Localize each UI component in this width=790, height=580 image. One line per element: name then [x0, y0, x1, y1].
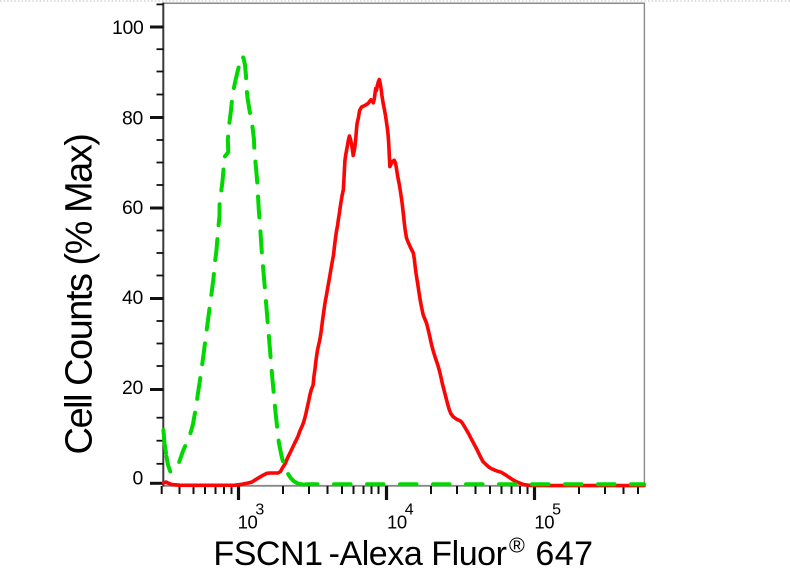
svg-text:Cell Counts (% Max): Cell Counts (% Max) [59, 135, 101, 455]
svg-text:FSCN1 -Alexa Fluor® 647: FSCN1 -Alexa Fluor ® 647 [213, 534, 593, 574]
svg-text:60: 60 [122, 197, 143, 219]
svg-text:80: 80 [122, 107, 143, 129]
svg-text:0: 0 [133, 468, 144, 490]
svg-text:100: 100 [112, 17, 144, 39]
svg-text:40: 40 [122, 287, 143, 309]
svg-text:20: 20 [122, 377, 143, 399]
